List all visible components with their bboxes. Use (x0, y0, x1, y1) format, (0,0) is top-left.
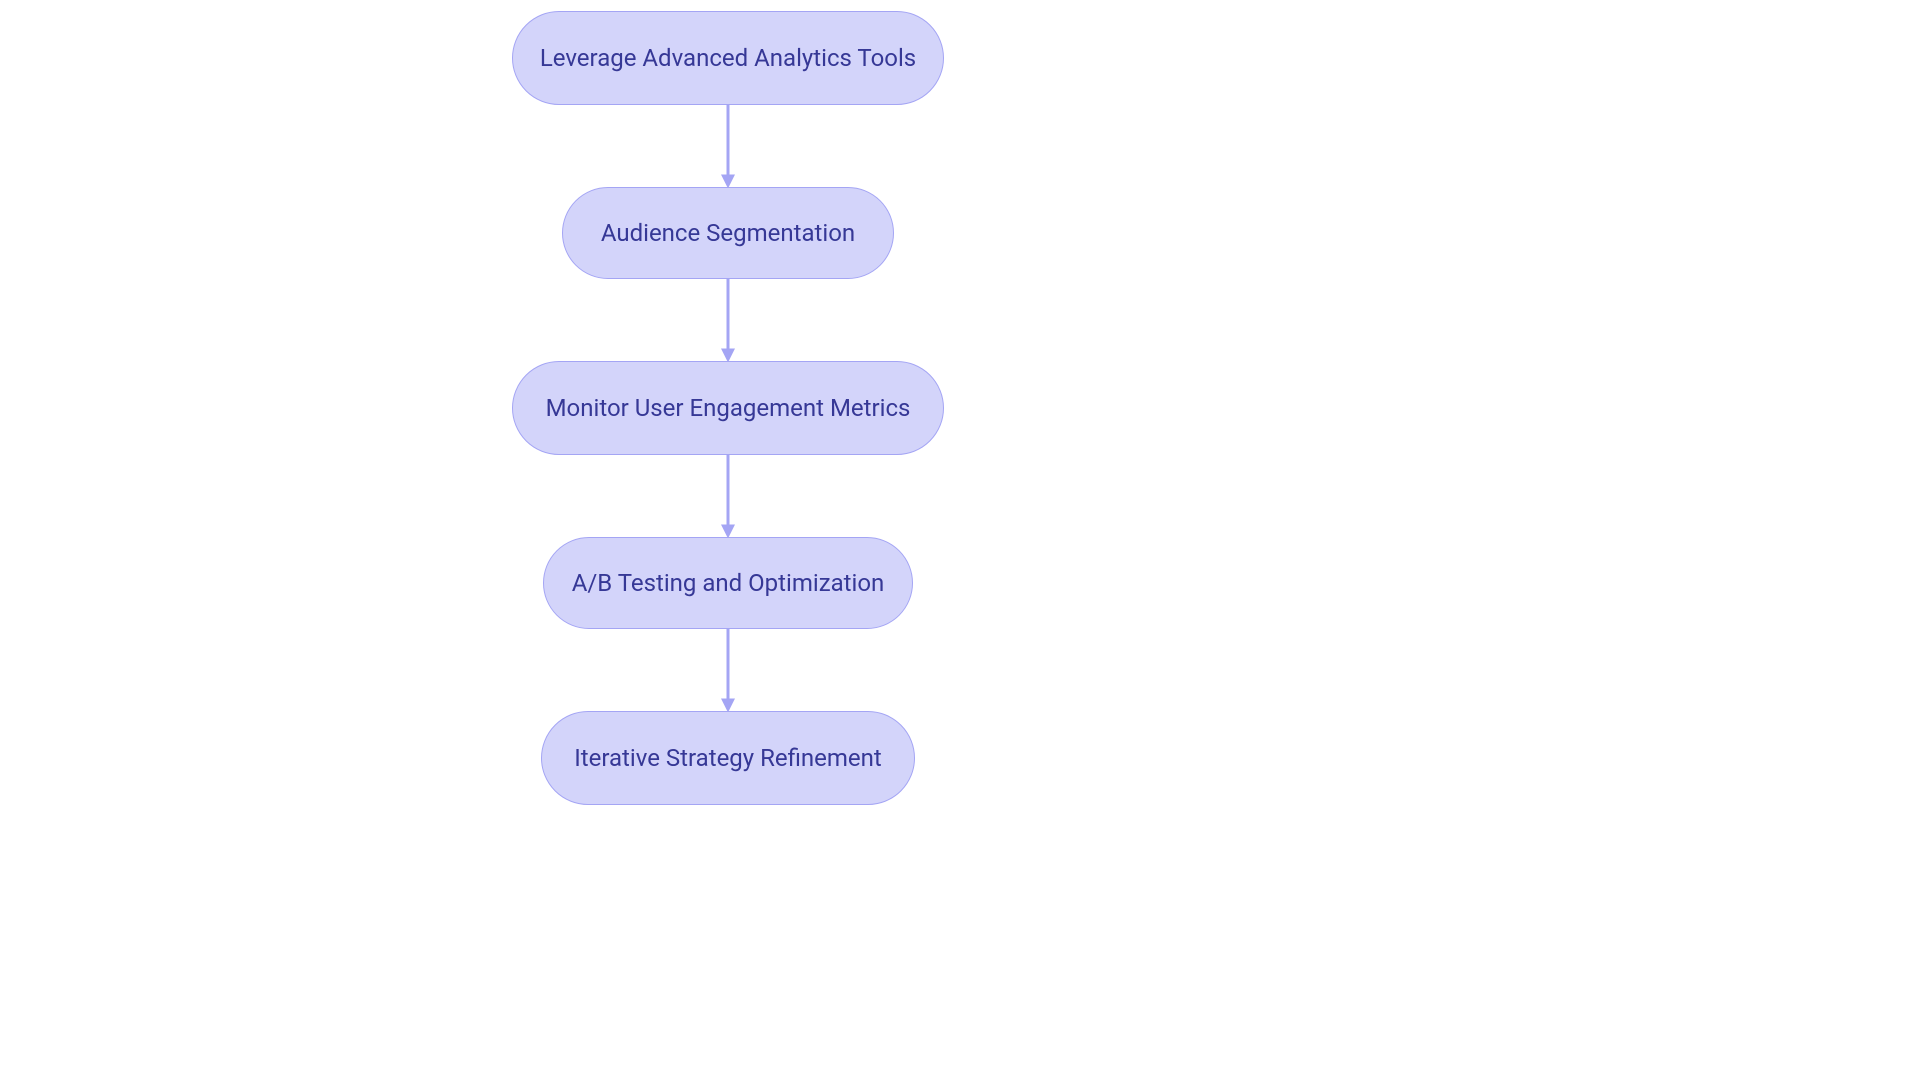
flowchart-node-label: Audience Segmentation (601, 219, 855, 247)
flowchart-node-n4: A/B Testing and Optimization (543, 537, 913, 629)
flowchart-canvas: Leverage Advanced Analytics Tools Audienc… (0, 0, 1920, 1083)
flowchart-node-label: A/B Testing and Optimization (572, 569, 885, 597)
flowchart-node-n5: Iterative Strategy Refinement (541, 711, 915, 805)
flowchart-node-n2: Audience Segmentation (562, 187, 894, 279)
flowchart-edges (0, 0, 1920, 1083)
flowchart-node-label: Iterative Strategy Refinement (574, 744, 882, 772)
flowchart-node-n3: Monitor User Engagement Metrics (512, 361, 944, 455)
flowchart-node-label: Leverage Advanced Analytics Tools (540, 44, 916, 72)
flowchart-node-label: Monitor User Engagement Metrics (546, 394, 911, 422)
flowchart-node-n1: Leverage Advanced Analytics Tools (512, 11, 944, 105)
